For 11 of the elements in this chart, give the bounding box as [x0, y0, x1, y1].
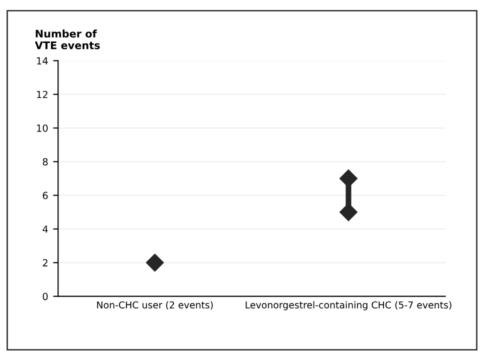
- y-tick-label: 12: [37, 90, 48, 98]
- y-tick-label: 6: [42, 192, 48, 200]
- y-tick-label: 0: [42, 292, 48, 300]
- x-tick-label: Levonorgestrel-containing CHC (5-7 events): [246, 301, 452, 310]
- y-tick-label: 8: [42, 158, 48, 166]
- y-tick-label: 4: [42, 226, 48, 233]
- y-axis-title: Number of VTE events: [34, 30, 100, 50]
- y-tick-label: 14: [37, 57, 48, 64]
- x-tick-label: Non-CHC user (2 events): [97, 301, 213, 310]
- y-tick-label: 10: [37, 124, 48, 132]
- y-tick-label: 2: [42, 259, 48, 266]
